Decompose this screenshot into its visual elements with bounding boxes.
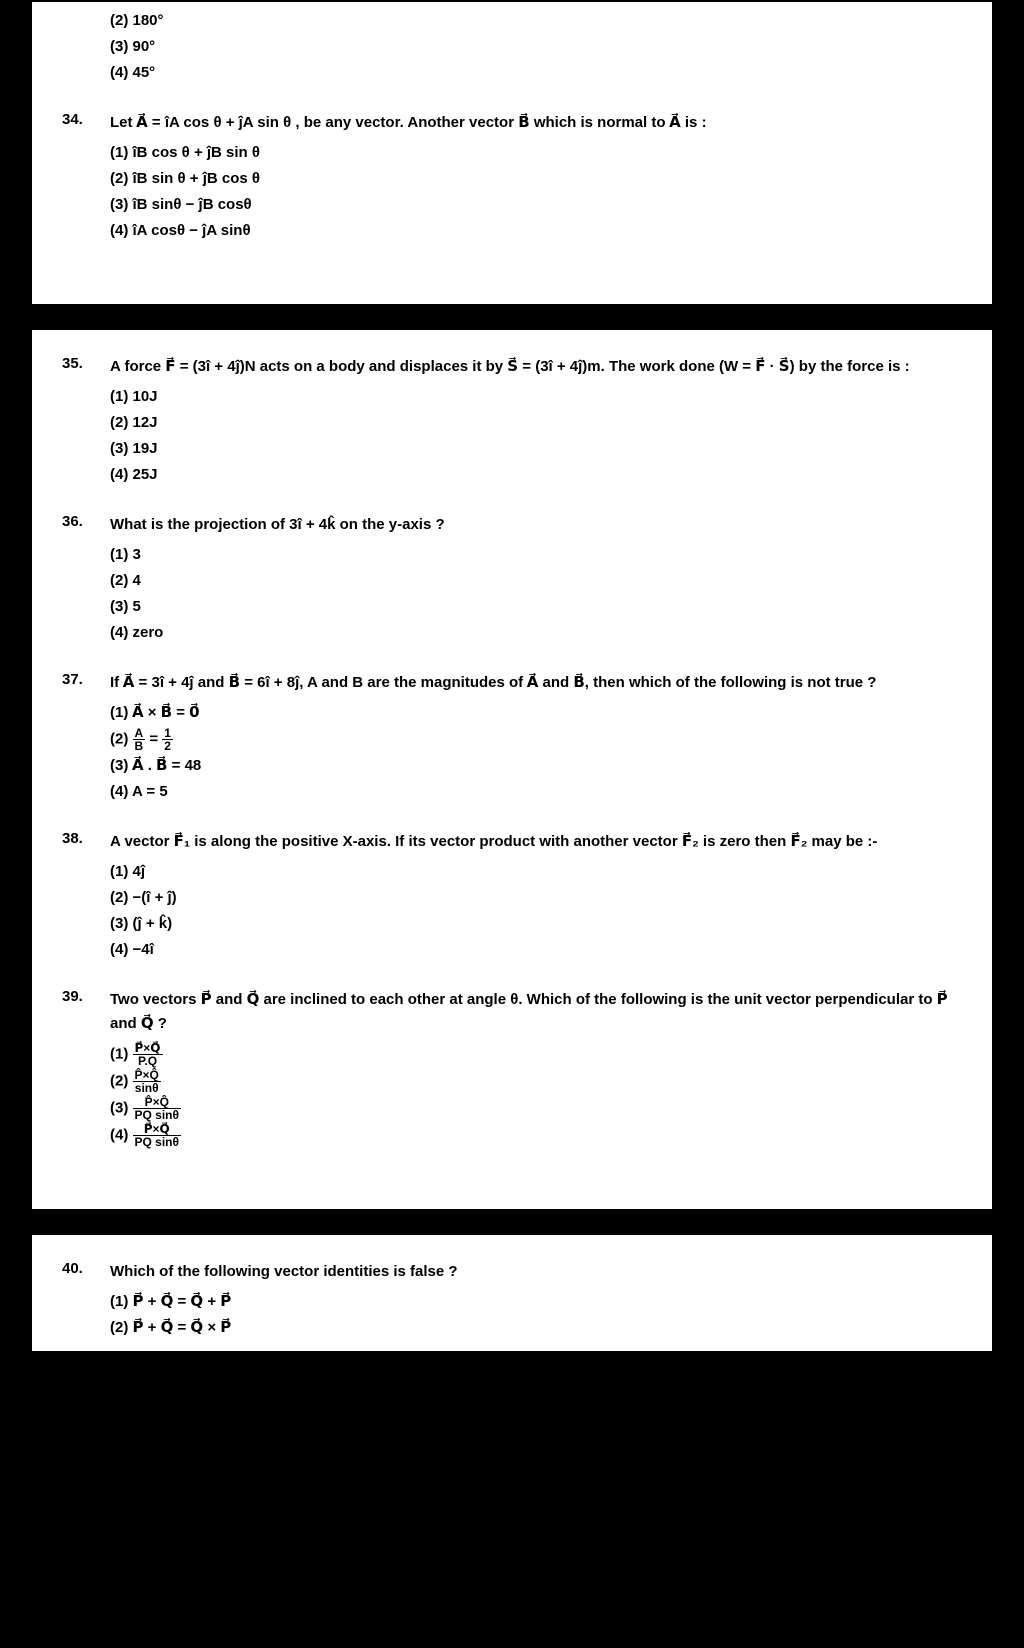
question-text: Which of the following vector identities… — [110, 1260, 962, 1284]
question-number: 35. — [62, 355, 110, 372]
option: (4) 25J — [110, 463, 962, 487]
option: (4) −4î — [110, 938, 962, 962]
question-text: If A⃗ = 3î + 4ĵ and B⃗ = 6î + 8ĵ, A and … — [110, 671, 962, 695]
option: (4) îA cosθ − ĵA sinθ — [110, 219, 962, 243]
option: (1) îB cos θ + ĵB sin θ — [110, 141, 962, 165]
question-number: 37. — [62, 671, 110, 688]
option: (1) 10J — [110, 385, 962, 409]
question-text: Two vectors P⃗ and Q⃗ are inclined to ea… — [110, 988, 962, 1036]
option: (3) (ĵ + k̂) — [110, 912, 962, 936]
option: (1) P⃗ + Q⃗ = Q⃗ + P⃗ — [110, 1290, 962, 1314]
option: (3) 19J — [110, 437, 962, 461]
option: (2) P̂×Q̂sinθ — [110, 1069, 962, 1094]
option: (4) A = 5 — [110, 780, 962, 804]
option: (1) 4ĵ — [110, 860, 962, 884]
question-text: A vector F⃗₁ is along the positive X-axi… — [110, 830, 962, 854]
option: (3) 5 — [110, 595, 962, 619]
question-text: A force F⃗ = (3î + 4ĵ)N acts on a body a… — [110, 355, 962, 379]
option: (4) 45° — [110, 61, 962, 85]
question-number: 36. — [62, 513, 110, 530]
question-number: 39. — [62, 988, 110, 1005]
question-number: 40. — [62, 1260, 110, 1277]
option: (4) zero — [110, 621, 962, 645]
option: (2) −(î + ĵ) — [110, 886, 962, 910]
option: (2) îB sin θ + ĵB cos θ — [110, 167, 962, 191]
question-number: 34. — [62, 111, 110, 128]
option: (3) A⃗ . B⃗ = 48 — [110, 754, 962, 778]
page-1: (2) 180° (3) 90° (4) 45° 34. Let A⃗ = îA… — [30, 0, 994, 306]
option: (1) P⃗×Q⃗P.Q — [110, 1042, 962, 1067]
option: (4) P⃗×Q⃗PQ sinθ — [110, 1123, 962, 1148]
option: (2) AB = 12 — [110, 727, 962, 752]
option: (2) 180° — [110, 9, 962, 33]
question-number: 38. — [62, 830, 110, 847]
page-2: 35. A force F⃗ = (3î + 4ĵ)N acts on a bo… — [30, 328, 994, 1211]
page-3: 40. Which of the following vector identi… — [30, 1233, 994, 1353]
option: (2) 4 — [110, 569, 962, 593]
question-text: Let A⃗ = îA cos θ + ĵA sin θ , be any ve… — [110, 111, 962, 135]
option: (2) 12J — [110, 411, 962, 435]
option: (3) îB sinθ − ĵB cosθ — [110, 193, 962, 217]
option: (1) 3 — [110, 543, 962, 567]
option: (3) P̂×Q̂PQ sinθ — [110, 1096, 962, 1121]
option: (1) A⃗ × B⃗ = 0⃗ — [110, 701, 962, 725]
option: (3) 90° — [110, 35, 962, 59]
question-text: What is the projection of 3î + 4k̂ on th… — [110, 513, 962, 537]
option: (2) P⃗ + Q⃗ = Q⃗ × P⃗ — [110, 1316, 962, 1340]
